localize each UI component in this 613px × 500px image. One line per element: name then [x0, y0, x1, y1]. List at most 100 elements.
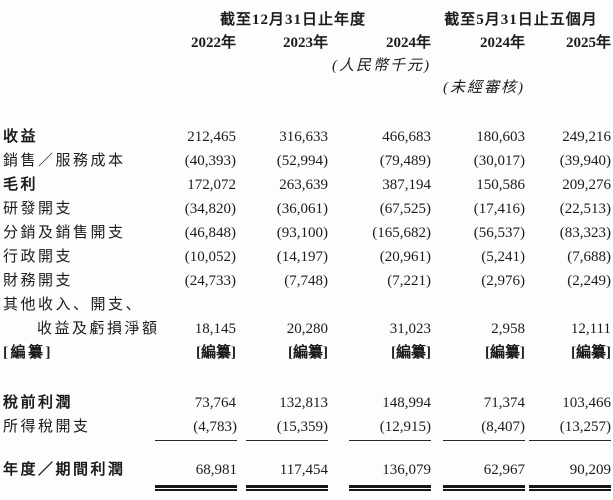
- value-cell: (13,257): [525, 415, 611, 441]
- value-cell: 263,639: [279, 177, 328, 193]
- value-cell: (10,052): [184, 249, 236, 265]
- section-spacer: [3, 365, 611, 391]
- section-spacer: [3, 441, 611, 458]
- value-cell: 466,683: [382, 129, 431, 145]
- row-distribution-selling-expenses: 分銷及銷售開支 (46,848) (93,100) (165,682) (56,…: [3, 221, 611, 245]
- row-other-income-line1: 其他收入、開支、: [3, 293, 611, 317]
- subtotal-rule: (12,915): [349, 415, 431, 441]
- value-cell: (2,976): [481, 273, 525, 289]
- value-cell: (39,940): [559, 153, 611, 169]
- value-cell: (14,197): [276, 249, 328, 265]
- currency-note-row: (人民幣千元): [3, 55, 611, 77]
- value-cell: (7,748): [284, 273, 328, 289]
- row-profit-before-tax: 稅前利潤 73,764 132,813 148,994 71,374 103,4…: [3, 391, 611, 415]
- value-cell: (7,688): [567, 249, 611, 265]
- value-cell: (17,416): [473, 201, 525, 217]
- value-cell: 387,194: [382, 177, 431, 193]
- value-cell: 31,023: [389, 321, 431, 337]
- value-cell: 148,994: [382, 395, 431, 411]
- value-cell: (93,100): [276, 225, 328, 241]
- value-cell: 12,111: [570, 321, 611, 337]
- subtotal-rule: (8,407): [443, 415, 525, 441]
- value-cell: 132,813: [279, 395, 328, 411]
- value-cell: 136,079: [328, 458, 431, 491]
- value-cell: 73,764: [194, 395, 236, 411]
- row-revenue: 收益 212,465 316,633 466,683 180,603 249,2…: [3, 125, 611, 149]
- value-cell: 18,145: [194, 321, 236, 337]
- row-income-tax-expense: 所得稅開支 (4,783) (15,359) (12,915) (8,407) …: [3, 415, 611, 441]
- value-cell: 2,958: [491, 321, 525, 337]
- row-label: 財務開支: [3, 273, 74, 289]
- total-double-rule: 68,981: [155, 458, 237, 491]
- value-cell: (22,513): [559, 201, 611, 217]
- row-label: [編纂]: [3, 345, 53, 361]
- total-double-rule: 136,079: [349, 458, 431, 491]
- total-double-rule: 117,454: [246, 458, 328, 491]
- value-cell: (24,733): [184, 273, 236, 289]
- value-cell: 117,454: [236, 458, 328, 491]
- value-cell: 316,633: [279, 129, 328, 145]
- row-label: 其他收入、開支、: [3, 297, 144, 313]
- period-group-header-row: 截至12月31日止年度 截至5月31日止五個月: [3, 8, 611, 32]
- value-cell: 71,374: [483, 395, 525, 411]
- row-label: 稅前利潤: [3, 395, 74, 411]
- year-2022-header: 2022年: [190, 35, 236, 51]
- value-cell: (4,783): [155, 415, 237, 441]
- value-cell: 249,216: [562, 129, 611, 145]
- row-rd-expenses: 研發開支 (34,820) (36,061) (67,525) (17,416)…: [3, 197, 611, 221]
- year-header-row: 2022年 2023年 2024年 2024年 2025年: [3, 32, 611, 55]
- row-finance-costs: 財務開支 (24,733) (7,748) (7,221) (2,976) (2…: [3, 269, 611, 293]
- unaudited-note: (未經審核): [443, 80, 525, 96]
- value-cell: (30,017): [473, 153, 525, 169]
- annual-period-header: 截至12月31日止年度: [219, 12, 366, 28]
- row-label: 行政開支: [3, 249, 74, 265]
- value-cell: (20,961): [379, 249, 431, 265]
- value-cell: 62,967: [431, 458, 525, 491]
- value-cell: (8,407): [431, 415, 525, 441]
- value-cell: (34,820): [184, 201, 236, 217]
- row-redacted: [編纂] [編纂] [編纂] [編纂] [編纂] [編纂]: [3, 341, 611, 365]
- row-profit-for-year-period: 年度／期間利潤 68,981 117,454 136,079 62,967 90…: [3, 458, 611, 491]
- row-admin-expenses: 行政開支 (10,052) (14,197) (20,961) (5,241) …: [3, 245, 611, 269]
- value-cell: (7,221): [387, 273, 431, 289]
- row-gross-profit: 毛利 172,072 263,639 387,194 150,586 209,2…: [3, 173, 611, 197]
- row-label: 收益: [3, 129, 39, 145]
- value-cell: 20,280: [286, 321, 328, 337]
- value-cell: 212,465: [187, 129, 236, 145]
- year-2023-header: 2023年: [282, 35, 328, 51]
- row-label: 銷售／服務成本: [3, 153, 126, 169]
- value-cell: [編纂]: [196, 345, 236, 361]
- value-cell: (5,241): [481, 249, 525, 265]
- row-label: 收益及虧損淨額: [37, 321, 160, 337]
- value-cell: (52,994): [276, 153, 328, 169]
- value-cell: (79,489): [379, 153, 431, 169]
- year-2024-header: 2024年: [385, 35, 431, 51]
- value-cell: (46,848): [184, 225, 236, 241]
- value-cell: 103,466: [562, 395, 611, 411]
- value-cell: 90,209: [525, 458, 611, 491]
- five-month-period-header: 截至5月31日止五個月: [444, 12, 598, 28]
- value-cell: (40,393): [184, 153, 236, 169]
- total-double-rule: 90,209: [529, 458, 611, 491]
- value-cell: (165,682): [372, 225, 431, 241]
- subtotal-rule: (15,359): [246, 415, 328, 441]
- value-cell: (2,249): [567, 273, 611, 289]
- value-cell: 209,276: [562, 177, 611, 193]
- row-label: 分銷及銷售開支: [3, 225, 126, 241]
- value-cell: (15,359): [236, 415, 328, 441]
- value-cell: [編纂]: [571, 345, 611, 361]
- row-label: 毛利: [3, 177, 39, 193]
- value-cell: [編纂]: [485, 345, 525, 361]
- row-label: 研發開支: [3, 201, 74, 217]
- value-cell: 68,981: [155, 458, 237, 491]
- row-cost-of-sales-services: 銷售／服務成本 (40,393) (52,994) (79,489) (30,0…: [3, 149, 611, 173]
- value-cell: [編纂]: [288, 345, 328, 361]
- value-cell: (67,525): [379, 201, 431, 217]
- value-cell: [編纂]: [391, 345, 431, 361]
- year-2025-header: 2025年: [565, 35, 611, 51]
- subtotal-rule: (4,783): [155, 415, 237, 441]
- subtotal-rule: (13,257): [529, 415, 611, 441]
- value-cell: 150,586: [476, 177, 525, 193]
- row-other-income-net: 收益及虧損淨額 18,145 20,280 31,023 2,958 12,11…: [3, 317, 611, 341]
